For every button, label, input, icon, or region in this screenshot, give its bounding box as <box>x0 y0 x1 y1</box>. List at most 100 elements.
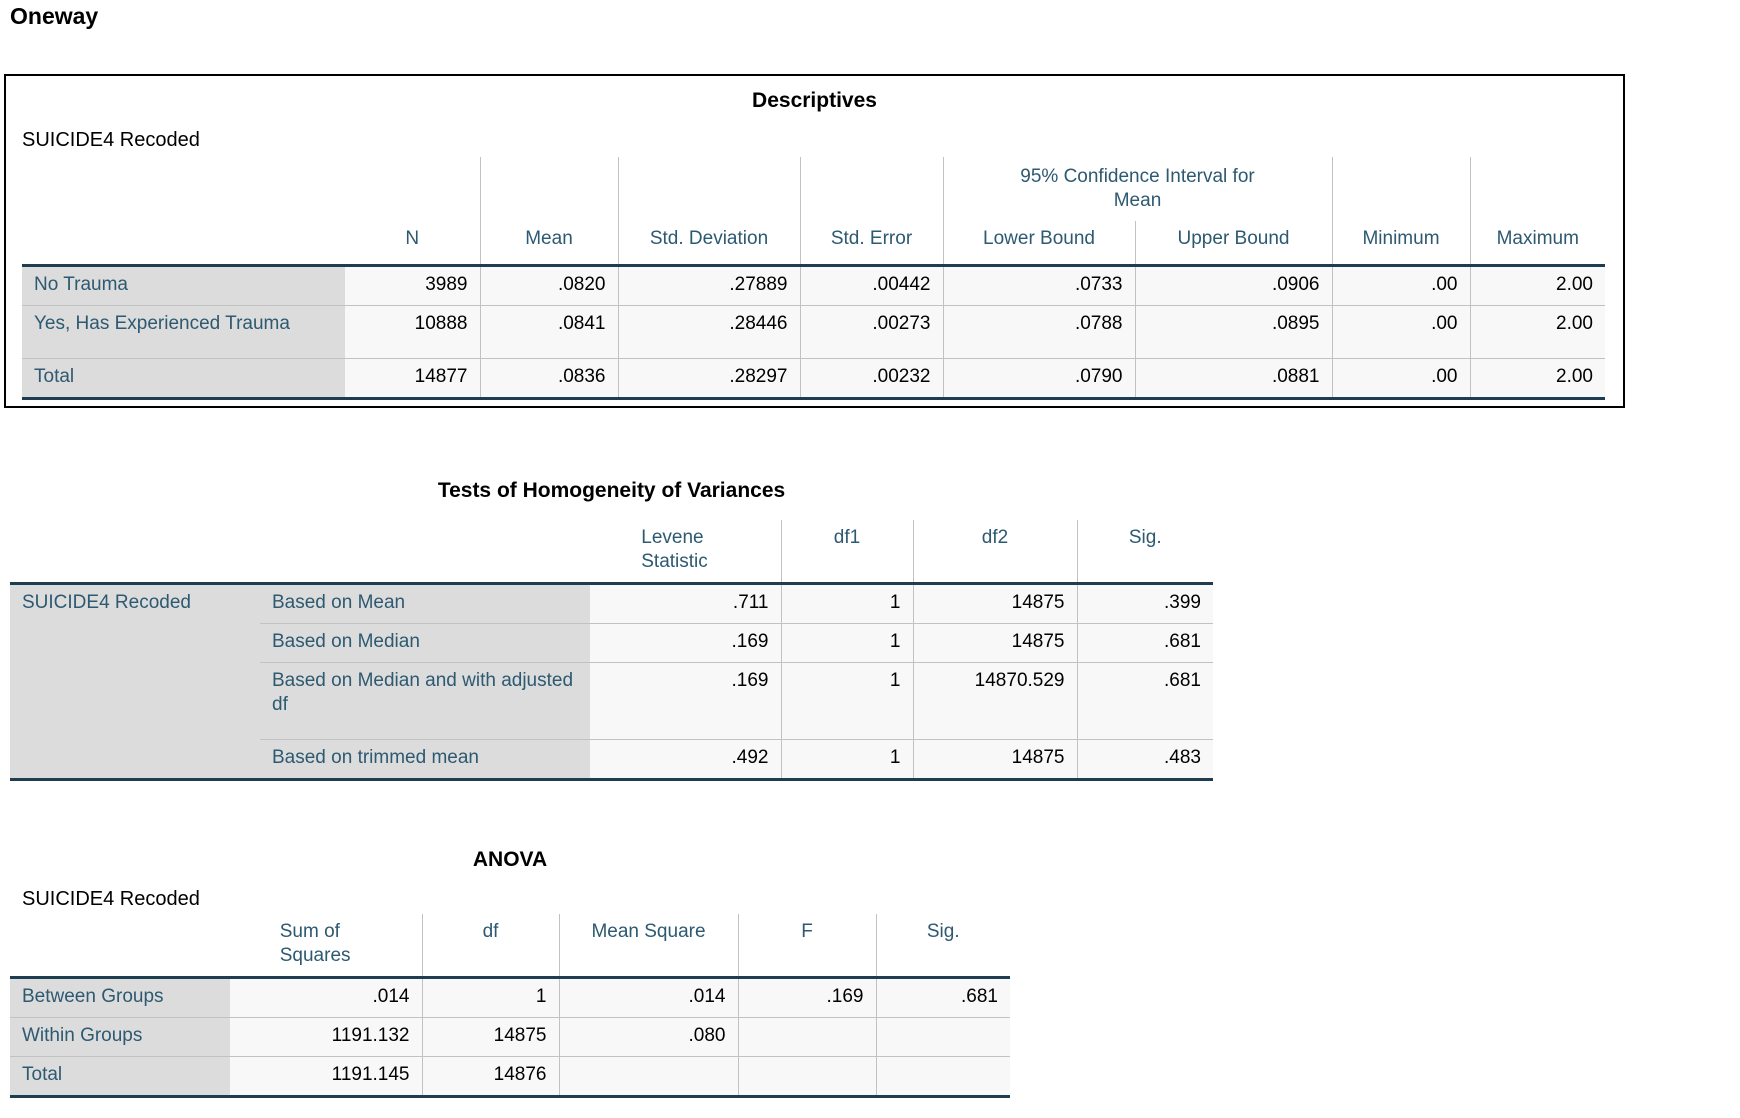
table-row: Based on Median and with adjusted df .16… <box>10 661 1213 739</box>
column-header-df1: df1 <box>780 519 913 585</box>
ci-group-header-text: 95% Confidence Interval for Mean <box>1020 166 1255 211</box>
empty-header-cell <box>345 157 480 221</box>
empty-header-cell <box>1469 157 1605 221</box>
row-label: No Trauma <box>22 265 345 305</box>
data-cell: 14875 <box>912 622 1077 662</box>
table-row: Total 1191.145 14876 <box>10 1055 1010 1098</box>
homogeneity-table: Levene Statistic df1 df2 Sig. SUICIDE4 R… <box>10 519 1213 781</box>
data-cell: 14875 <box>912 738 1077 781</box>
column-header-minimum: Minimum <box>1331 221 1470 267</box>
descriptives-output-item[interactable]: Descriptives SUICIDE4 Recoded 95% Confid… <box>4 74 1625 408</box>
column-header-maximum: Maximum <box>1469 221 1605 267</box>
data-cell: .0881 <box>1134 357 1332 400</box>
table-row: Based on Median .169 1 14875 .681 <box>10 622 1213 662</box>
column-header-std-deviation: Std. Deviation <box>617 221 800 267</box>
row-label: Based on Median and with adjusted df <box>260 661 590 739</box>
homogeneity-title: Tests of Homogeneity of Variances <box>437 478 786 502</box>
data-cell: 1 <box>421 977 559 1017</box>
data-cell: 2.00 <box>1469 304 1605 358</box>
data-cell: .169 <box>590 622 781 662</box>
data-cell: .681 <box>875 977 1010 1017</box>
data-cell: 1191.145 <box>230 1055 422 1098</box>
data-cell <box>737 1016 876 1056</box>
homogeneity-output-item[interactable]: Tests of Homogeneity of Variances Levene… <box>10 478 1213 781</box>
column-header-mean-square: Mean Square <box>558 913 738 979</box>
data-cell: 2.00 <box>1469 265 1605 305</box>
anova-title: ANOVA <box>472 847 548 871</box>
ci-group-header: 95% Confidence Interval for Mean <box>942 157 1332 221</box>
data-cell: .492 <box>590 738 781 781</box>
column-header-df: df <box>421 913 559 979</box>
table-row: Total 14877 .0836 .28297 .00232 .0790 .0… <box>22 357 1605 400</box>
row-label: Within Groups <box>10 1016 230 1056</box>
row-label: Total <box>10 1055 230 1098</box>
row-label: Yes, Has Experienced Trauma <box>22 304 345 358</box>
empty-header-cell <box>617 157 800 221</box>
data-cell: .00442 <box>799 265 943 305</box>
row-label: Based on trimmed mean <box>260 738 590 781</box>
row-group-label: SUICIDE4 Recoded <box>10 583 260 781</box>
data-cell: .0790 <box>942 357 1135 400</box>
data-cell <box>558 1055 738 1098</box>
descriptives-title: Descriptives <box>752 89 877 112</box>
data-cell: .28446 <box>617 304 800 358</box>
data-cell: 1 <box>780 622 913 662</box>
row-label: Total <box>22 357 345 400</box>
data-cell: 2.00 <box>1469 357 1605 400</box>
data-cell: .00 <box>1331 265 1470 305</box>
data-cell <box>875 1055 1010 1098</box>
corner-header-cell <box>10 519 590 585</box>
data-cell: 1191.132 <box>230 1016 422 1056</box>
data-cell: .00 <box>1331 357 1470 400</box>
data-cell <box>875 1016 1010 1056</box>
empty-header-cell <box>479 157 618 221</box>
data-cell: .0733 <box>942 265 1135 305</box>
anova-table: Sum of Squares df Mean Square F Sig. Bet… <box>10 913 1010 1098</box>
table-row: Between Groups .014 1 .014 .169 .681 <box>10 977 1010 1017</box>
data-cell: 10888 <box>345 304 480 358</box>
column-header-upper-bound: Upper Bound <box>1134 221 1332 267</box>
data-cell: .0788 <box>942 304 1135 358</box>
descriptives-subtitle: SUICIDE4 Recoded <box>22 129 200 151</box>
column-header-df2: df2 <box>912 519 1077 585</box>
data-cell: .0820 <box>479 265 618 305</box>
column-header-mean: Mean <box>479 221 618 267</box>
data-cell: 1 <box>780 738 913 781</box>
data-cell: .399 <box>1076 583 1213 623</box>
data-cell: .00 <box>1331 304 1470 358</box>
corner-header-cell <box>22 157 345 267</box>
anova-output-item[interactable]: ANOVA SUICIDE4 Recoded Sum of Squares df… <box>10 847 1010 1098</box>
row-label: Based on Mean <box>260 583 590 623</box>
data-cell: .014 <box>230 977 422 1017</box>
data-cell: 14877 <box>345 357 480 400</box>
anova-subtitle: SUICIDE4 Recoded <box>22 887 200 910</box>
data-cell: 14875 <box>912 583 1077 623</box>
data-cell: 1 <box>780 661 913 739</box>
data-cell: 14876 <box>421 1055 559 1098</box>
column-header-std-error: Std. Error <box>799 221 943 267</box>
data-cell: 3989 <box>345 265 480 305</box>
data-cell: 14875 <box>421 1016 559 1056</box>
column-header-levene-statistic: Levene Statistic <box>590 519 781 585</box>
data-cell: .0836 <box>479 357 618 400</box>
data-cell <box>737 1055 876 1098</box>
column-header-f: F <box>737 913 876 979</box>
column-header-lower-bound: Lower Bound <box>942 221 1135 267</box>
row-label: Based on Median <box>260 622 590 662</box>
data-cell: .0895 <box>1134 304 1332 358</box>
data-cell: .27889 <box>617 265 800 305</box>
data-cell: 1 <box>780 583 913 623</box>
data-cell: .0906 <box>1134 265 1332 305</box>
data-cell: .0841 <box>479 304 618 358</box>
data-cell: .00232 <box>799 357 943 400</box>
data-cell: .00273 <box>799 304 943 358</box>
table-row: SUICIDE4 Recoded Based on Mean .711 1 14… <box>10 583 1213 781</box>
data-cell: .681 <box>1076 661 1213 739</box>
column-header-text: Levene Statistic <box>641 526 708 572</box>
column-header-n: N <box>345 221 480 267</box>
data-cell: .483 <box>1076 738 1213 781</box>
empty-header-cell <box>1331 157 1470 221</box>
row-label: Between Groups <box>10 977 230 1017</box>
table-row: No Trauma 3989 .0820 .27889 .00442 .0733… <box>22 265 1605 305</box>
